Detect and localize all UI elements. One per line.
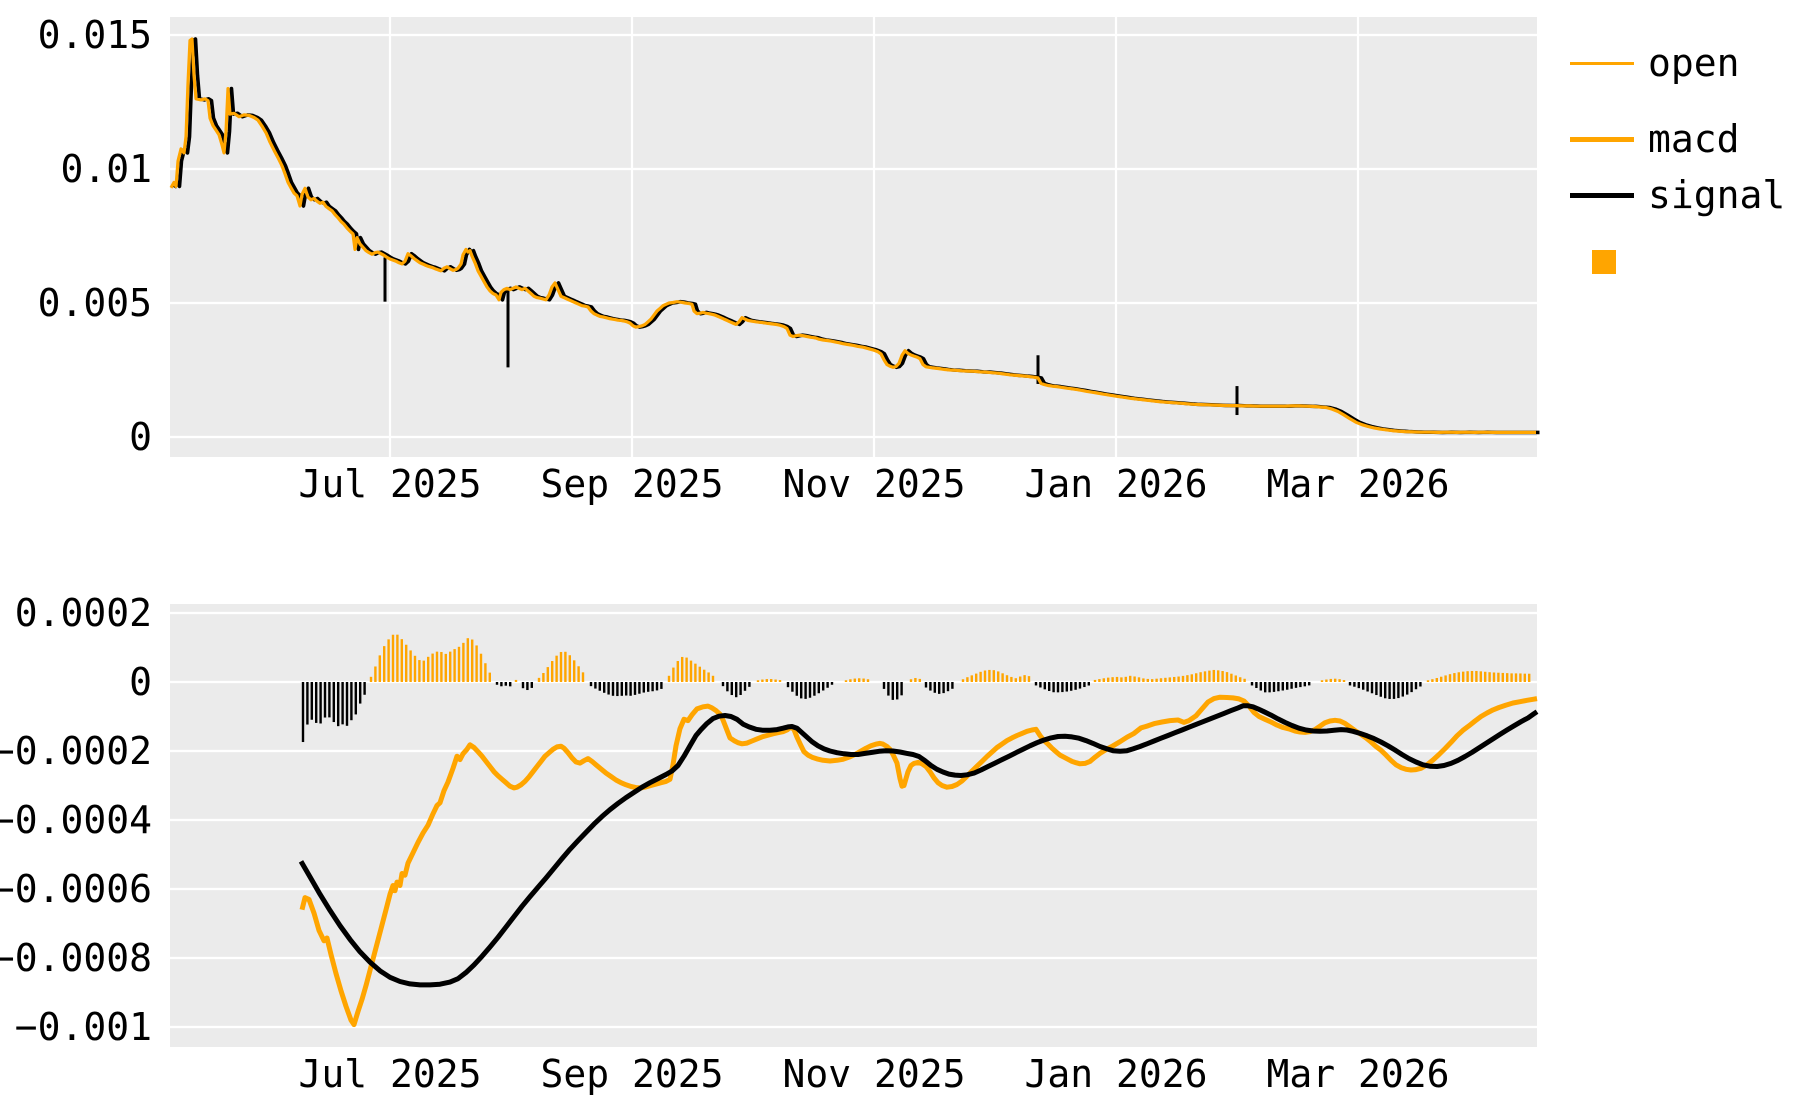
signal-line-swatch (1570, 192, 1634, 198)
legend-label-signal: signal (1648, 173, 1786, 217)
macd-panel-xtick: Sep 2025 (540, 1052, 723, 1096)
macd-line-swatch (1570, 136, 1634, 142)
macd-panel-ytick: 0.0002 (15, 591, 152, 635)
open-line (169, 37, 1536, 434)
price-panel-xtick: Jan 2026 (1024, 462, 1207, 506)
signal-line (298, 703, 1539, 988)
open-line-swatch (1570, 61, 1634, 65)
legend-item-macd: macd (1570, 120, 1740, 158)
macd-panel-xtick: Jul 2025 (298, 1052, 481, 1096)
macd-panel-ytick: −0.0004 (0, 798, 152, 842)
price-panel-xtick: Nov 2025 (782, 462, 965, 506)
price-panel-ytick: 0.005 (38, 281, 152, 325)
macd-panel-tick-labels: 0.0002 0 −0.0002 −0.0004 −0.0006 −0.0008 −0.00… (0, 591, 1450, 1096)
price-panel-ytick: 0.015 (38, 13, 152, 57)
macd-panel-ytick: 0 (129, 660, 152, 704)
price-panel-tick-labels: 0.015 0.01 0.005 0 Jul 2025 Sep 2025 Nov 2025 J… (38, 13, 1450, 506)
price-panel: 0.015 0.01 0.005 0 Jul 2025 Sep 2025 Nov 2025 J… (38, 13, 1540, 506)
macd-panel: 0.0002 0 −0.0002 −0.0004 −0.0006 −0.0008 −0.00… (0, 591, 1539, 1096)
price-panel-ytick: 0 (129, 415, 152, 459)
price-panel-background (170, 17, 1537, 457)
legend-item-open: open (1570, 44, 1740, 82)
price-panel-ytick: 0.01 (60, 147, 152, 191)
legend-label-open: open (1648, 41, 1740, 85)
macd-panel-ytick: −0.0002 (0, 729, 152, 773)
macd-panel-ytick: −0.0008 (0, 936, 152, 980)
price-panel-xtick: Jul 2025 (298, 462, 481, 506)
macd-panel-xtick: Jan 2026 (1024, 1052, 1207, 1096)
price-panel-gridlines (170, 17, 1537, 457)
legend-item-signal: signal (1570, 176, 1785, 214)
legend-label-macd: macd (1648, 117, 1740, 161)
price-panel-xtick: Mar 2026 (1266, 462, 1449, 506)
macd-histogram (301, 634, 1531, 743)
price-panel-xtick: Sep 2025 (540, 462, 723, 506)
macd-panel-ytick: −0.001 (15, 1005, 152, 1049)
histogram-square-swatch (1592, 250, 1616, 274)
macd-panel-ytick: −0.0006 (0, 867, 152, 911)
macd-panel-xtick: Nov 2025 (782, 1052, 965, 1096)
macd-line (299, 694, 1538, 1028)
macd-panel-xtick: Mar 2026 (1266, 1052, 1449, 1096)
legend-item-histogram (1592, 250, 1616, 274)
